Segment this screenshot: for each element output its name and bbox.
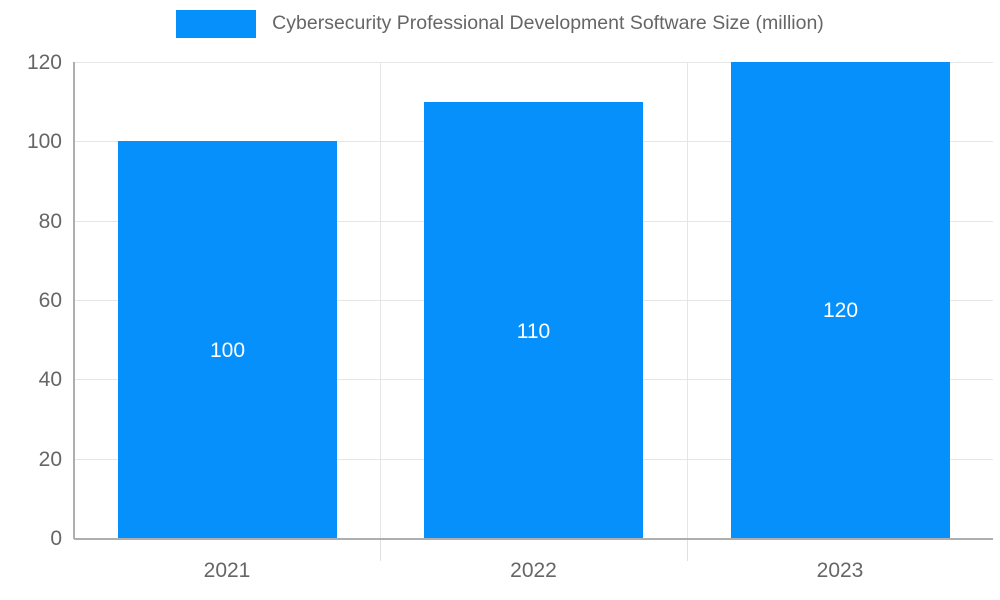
bar-value-2022: 110	[516, 320, 551, 343]
y-axis-line	[73, 62, 75, 539]
legend-color-swatch-icon	[176, 10, 257, 38]
chart-legend: Cybersecurity Professional Development S…	[0, 0, 1000, 62]
y-axis-label-40: 40	[38, 368, 62, 391]
y-axis-label-80: 80	[38, 210, 62, 233]
bar-value-2023: 120	[822, 299, 859, 322]
y-axis-label-100: 100	[26, 130, 62, 153]
x-axis-label-2022: 2022	[510, 559, 557, 582]
x-axis-line	[74, 538, 993, 540]
bar-value-2021: 100	[209, 339, 246, 362]
legend-item-0[interactable]: Cybersecurity Professional Development S…	[176, 10, 824, 38]
x-axis-tick-1	[380, 540, 381, 561]
bar-2022[interactable]: 110	[424, 102, 643, 538]
y-axis-label-0: 0	[50, 527, 62, 550]
gridline-y-120	[74, 62, 993, 63]
y-axis-label-120: 120	[26, 51, 62, 74]
y-axis-label-60: 60	[38, 289, 62, 312]
gridline-category-sep-1	[380, 62, 381, 538]
x-axis-label-2021: 2021	[203, 559, 251, 582]
gridline-category-sep-2	[687, 62, 688, 538]
bar-2021[interactable]: 100	[118, 141, 337, 538]
y-axis-label-20: 20	[38, 448, 62, 471]
legend-item-label: Cybersecurity Professional Development S…	[272, 12, 824, 35]
plot-area: 100 110 120	[74, 62, 993, 538]
x-axis-label-2023: 2023	[816, 559, 864, 582]
bar-2023[interactable]: 120	[731, 62, 950, 538]
x-axis-tick-2	[687, 540, 688, 561]
